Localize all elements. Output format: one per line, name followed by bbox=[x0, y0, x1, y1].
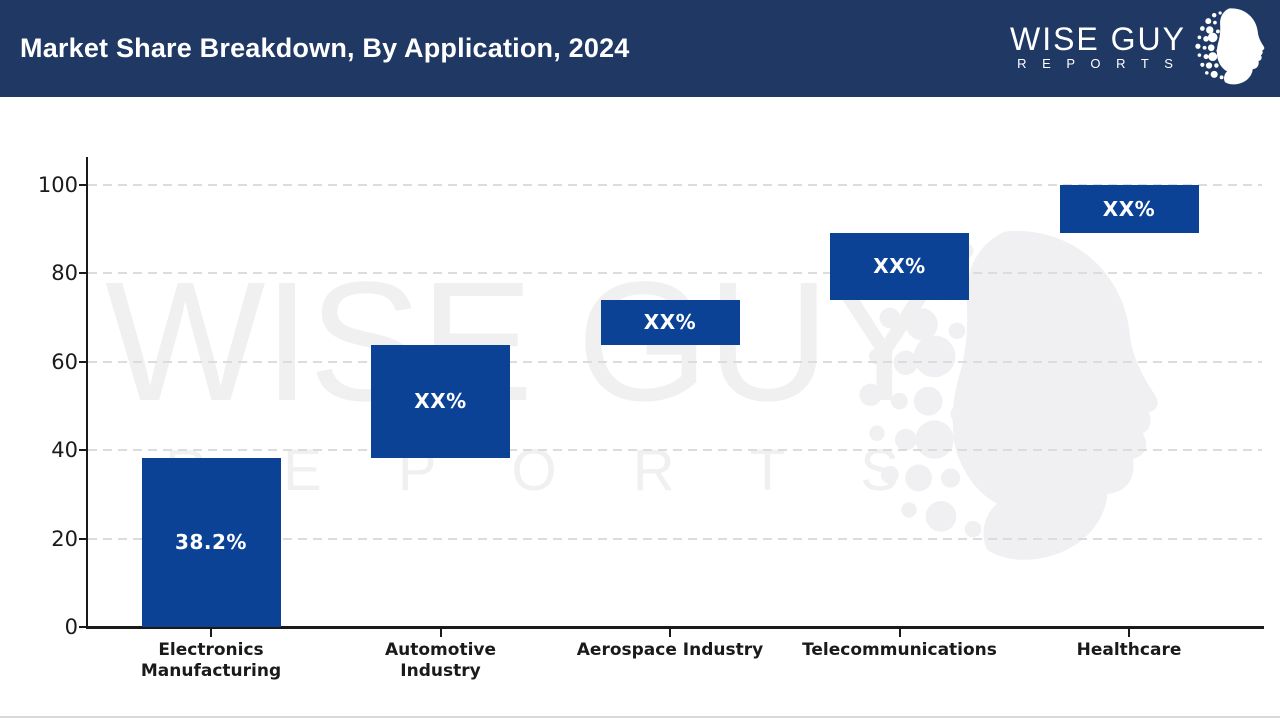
gridline-40 bbox=[88, 449, 1262, 451]
y-tick-label-60: 60 bbox=[51, 349, 78, 374]
x-tick-healthcare bbox=[1128, 629, 1130, 637]
bar-telecommunications: XX% bbox=[830, 233, 969, 300]
bar-value-label-aerospace-industry: XX% bbox=[643, 310, 697, 335]
x-tick-automotive-industry bbox=[439, 629, 442, 637]
x-category-label-line: Healthcare bbox=[1076, 640, 1182, 660]
x-category-label-line: Telecommunications bbox=[802, 640, 997, 660]
y-tick-100 bbox=[79, 183, 87, 186]
y-tick-20 bbox=[79, 537, 87, 540]
y-tick-60 bbox=[79, 360, 87, 363]
y-tick-label-40: 40 bbox=[51, 438, 78, 462]
bar-value-label-healthcare: XX% bbox=[1102, 196, 1156, 221]
y-tick-label-80: 80 bbox=[51, 261, 78, 285]
logo-text: WISE GUY R E P O R T S bbox=[1010, 22, 1186, 72]
bar-electronics-manufacturing: 38.2% bbox=[141, 457, 281, 627]
wise-guy-head-icon bbox=[1195, 8, 1265, 85]
x-category-label-aerospace-industry: Aerospace Industry bbox=[553, 640, 787, 661]
x-category-label-line: Industry bbox=[400, 661, 481, 681]
bar-healthcare: XX% bbox=[1059, 184, 1199, 234]
bar-value-label-electronics-manufacturing: 38.2% bbox=[175, 530, 247, 555]
x-axis-line bbox=[86, 626, 1264, 629]
y-tick-label-20: 20 bbox=[51, 526, 78, 551]
x-tick-aerospace-industry bbox=[669, 629, 671, 637]
y-tick-label-100: 100 bbox=[37, 172, 78, 197]
x-category-label-automotive-industry: Automotive Industry bbox=[324, 640, 558, 682]
gridline-100 bbox=[88, 183, 1262, 186]
y-tick-40 bbox=[79, 449, 87, 451]
bar-aerospace-industry: XX% bbox=[600, 299, 740, 345]
x-category-label-telecommunications: Telecommunications bbox=[783, 640, 1017, 661]
x-category-label-line: Electronics bbox=[158, 640, 264, 660]
bar-automotive-industry: XX% bbox=[371, 344, 510, 458]
gridline-80 bbox=[88, 272, 1262, 274]
y-tick-80 bbox=[79, 272, 87, 274]
gridline-60 bbox=[88, 360, 1262, 363]
watermark-subtext: R E P O R T S bbox=[165, 438, 929, 503]
header-bar: Market Share Breakdown, By Application, … bbox=[0, 0, 1280, 97]
bar-value-label-automotive-industry: XX% bbox=[414, 389, 467, 414]
gridline-20 bbox=[88, 537, 1262, 540]
x-category-label-line: Manufacturing bbox=[140, 661, 282, 681]
chart-title: Market Share Breakdown, By Application, … bbox=[20, 33, 630, 63]
x-tick-telecommunications bbox=[898, 629, 901, 637]
x-category-label-line: Aerospace Industry bbox=[576, 640, 764, 660]
logo-wordmark: WISE GUY bbox=[1009, 21, 1186, 57]
x-category-label-healthcare: Healthcare bbox=[1012, 640, 1246, 661]
x-tick-electronics-manufacturing bbox=[210, 629, 212, 637]
y-tick-label-0: 0 bbox=[64, 615, 78, 639]
x-category-label-electronics-manufacturing: Electronics Manufacturing bbox=[94, 640, 328, 682]
y-axis-line bbox=[86, 157, 88, 628]
logo-subtext: R E P O R T S bbox=[1017, 56, 1179, 71]
x-category-label-line: Automotive bbox=[384, 640, 497, 660]
y-tick-0 bbox=[79, 626, 87, 628]
bottom-divider bbox=[0, 716, 1280, 718]
watermark-text: WISE GUY bbox=[105, 247, 941, 437]
wise-guy-logo: WISE GUY R E P O R T S bbox=[1010, 6, 1266, 88]
bar-value-label-telecommunications: XX% bbox=[873, 254, 926, 279]
